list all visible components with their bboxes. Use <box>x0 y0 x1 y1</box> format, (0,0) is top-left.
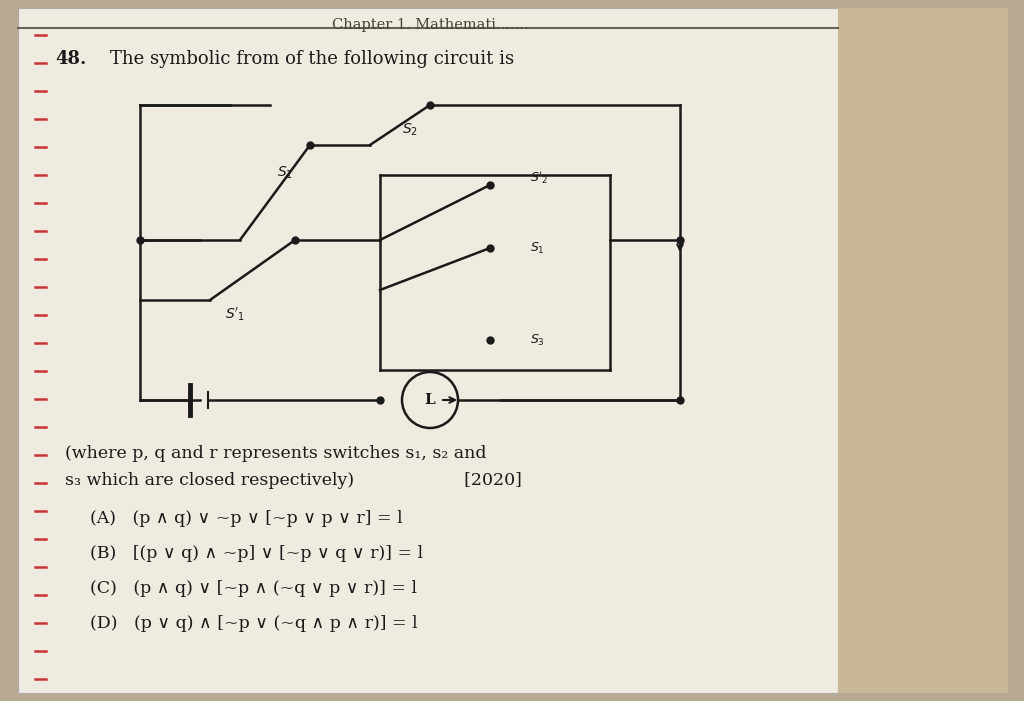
Text: (D)   (p ∨ q) ∧ [~p ∨ (~q ∧ p ∧ r)] = l: (D) (p ∨ q) ∧ [~p ∨ (~q ∧ p ∧ r)] = l <box>90 615 418 632</box>
Text: (A)   (p ∧ q) ∨ ~p ∨ [~p ∨ p ∨ r] = l: (A) (p ∧ q) ∨ ~p ∨ [~p ∨ p ∨ r] = l <box>90 510 402 527</box>
Text: $S_1$: $S_1$ <box>530 240 545 256</box>
Text: The symbolic from of the following circuit is: The symbolic from of the following circu… <box>110 50 514 68</box>
Text: (where p, q and r represents switches s₁, s₂ and: (where p, q and r represents switches s₁… <box>65 445 486 462</box>
Text: Chapter 1. Mathemati.......: Chapter 1. Mathemati....... <box>332 18 528 32</box>
FancyBboxPatch shape <box>18 8 838 693</box>
Text: $S_1$: $S_1$ <box>276 165 293 182</box>
Text: $S'_2$: $S'_2$ <box>530 170 548 186</box>
Text: $S'_1$: $S'_1$ <box>225 305 245 322</box>
Text: 48.: 48. <box>55 50 86 68</box>
Text: $S_2$: $S_2$ <box>402 122 418 138</box>
FancyBboxPatch shape <box>838 8 1008 693</box>
Text: (C)   (p ∧ q) ∨ [~p ∧ (~q ∨ p ∨ r)] = l: (C) (p ∧ q) ∨ [~p ∧ (~q ∨ p ∨ r)] = l <box>90 580 417 597</box>
Text: s₃ which are closed respectively)                    [2020]: s₃ which are closed respectively) [2020] <box>65 472 522 489</box>
Text: L: L <box>425 393 435 407</box>
Text: (B)   [(p ∨ q) ∧ ~p] ∨ [~p ∨ q ∨ r)] = l: (B) [(p ∨ q) ∧ ~p] ∨ [~p ∨ q ∨ r)] = l <box>90 545 423 562</box>
Text: $S_3$: $S_3$ <box>530 332 545 348</box>
